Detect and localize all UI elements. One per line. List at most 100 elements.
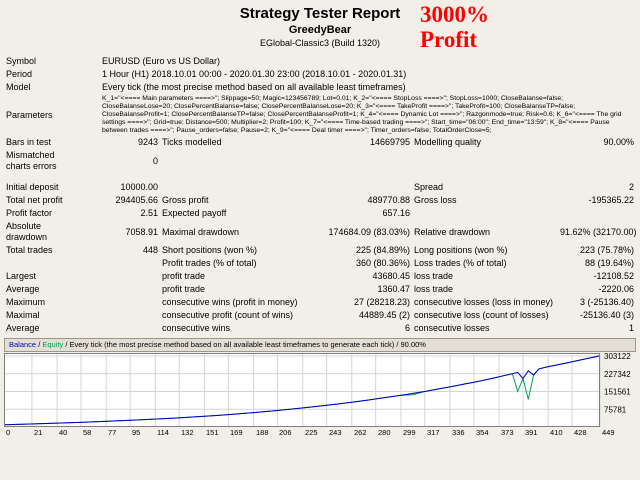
- x-tick-label: 132: [181, 428, 194, 437]
- report-cell-text: -2220.06: [598, 284, 634, 294]
- profit-badge: 3000% Profit: [420, 2, 489, 52]
- x-tick-label: 40: [59, 428, 68, 437]
- report-cell-text: profit trade: [162, 271, 206, 281]
- report-cell-text: -25136.40 (3): [579, 310, 634, 320]
- report-cell: 294405.66: [100, 194, 160, 207]
- report-table: Symbol EURUSD (Euro vs US Dollar) Period 1 …: [4, 55, 637, 335]
- report-cell-text: Bars in test: [6, 137, 52, 147]
- y-tick-label: 303122: [604, 353, 631, 361]
- page-title: Strategy Tester Report: [239, 5, 401, 22]
- report-cell-text: 1 Hour (H1) 2018.10.01 00:00 - 2020.01.3…: [102, 69, 407, 79]
- report-cell: Initial deposit: [4, 181, 100, 194]
- report-cell-text: Loss trades (% of total): [414, 258, 507, 268]
- report-cell: 7058.91: [100, 220, 160, 244]
- report-cell: Relative drawdown: [412, 220, 558, 244]
- report-cell: 489770.88: [320, 194, 412, 207]
- report-cell: Long positions (won %): [412, 244, 558, 257]
- report-cell-text: Parameters: [6, 109, 53, 120]
- profit-badge-word: Profit: [420, 27, 478, 52]
- x-tick-label: 354: [476, 428, 489, 437]
- table-row: Mismatched charts errors 0: [4, 149, 636, 173]
- empty-cell: [100, 309, 160, 322]
- x-tick-label: 0: [6, 428, 11, 437]
- report-cell: -25136.40 (3): [558, 309, 636, 322]
- empty-cell: [160, 181, 412, 194]
- report-cell: 90.00%: [558, 136, 636, 149]
- table-row: Initial deposit 10000.00 Spread 2: [4, 181, 636, 194]
- report-cell: EURUSD (Euro vs US Dollar): [100, 55, 636, 68]
- spacer-cell: [4, 173, 636, 181]
- report-cell-text: 1: [628, 323, 634, 333]
- empty-cell: [412, 207, 636, 220]
- report-cell: Gross profit: [160, 194, 320, 207]
- report-cell-text: 360 (80.36%): [355, 258, 410, 268]
- balance-legend: Balance: [9, 340, 37, 349]
- report-cell: 1360.47: [320, 283, 412, 296]
- plot-background: [4, 353, 600, 427]
- y-tick-label: 151561: [604, 388, 631, 397]
- empty-cell: [4, 257, 160, 270]
- table-row: Largest profit trade 43680.45 loss trade -12…: [4, 270, 636, 283]
- report-cell: Mismatched charts errors: [4, 149, 100, 173]
- x-tick-label: 262: [354, 428, 367, 437]
- report-cell-text: Expected payoff: [162, 208, 227, 218]
- report-cell: 10000.00: [100, 181, 160, 194]
- report-cell-text: Average: [6, 284, 40, 294]
- x-tick-label: 151: [206, 428, 219, 437]
- report-cell: Symbol: [4, 55, 100, 68]
- report-cell-text: 0: [152, 155, 158, 166]
- table-row: Average consecutive wins 6 consecutive loss…: [4, 322, 636, 335]
- table-row: Absolute drawdown 7058.91 Maximal drawdown…: [4, 220, 637, 244]
- report-cell: 9243: [100, 136, 160, 149]
- report-cell: Maximal: [4, 309, 100, 322]
- terminal-build: EGlobal-Classic3 (Build 1320): [259, 38, 381, 48]
- report-cell-text: 225 (84.89%): [355, 245, 410, 255]
- report-cell: 223 (75.78%): [558, 244, 636, 257]
- x-tick-label: 391: [525, 428, 538, 437]
- x-tick-label: 225: [305, 428, 318, 437]
- report-cell-text: 2: [628, 182, 634, 192]
- y-tick-label: 227342: [604, 370, 631, 379]
- report-cell: Parameters: [4, 94, 100, 136]
- report-cell: Absolute drawdown: [4, 220, 100, 244]
- report-cell: Modelling quality: [412, 136, 558, 149]
- table-row: [4, 173, 636, 181]
- report-cell-text: Modelling quality: [414, 137, 482, 147]
- report-cell: consecutive loss (count of losses): [412, 309, 558, 322]
- report-cell: 448: [100, 244, 160, 257]
- strategy-tester-report-page: Strategy Tester Report GreedyBear EGloba…: [4, 2, 637, 437]
- report-cell: Short positions (won %): [160, 244, 320, 257]
- report-cell-text: Total net profit: [6, 195, 63, 205]
- x-tick-label: 58: [83, 428, 92, 437]
- legend-separator: /: [63, 340, 70, 349]
- x-tick-label: 206: [279, 428, 292, 437]
- report-cell: 43680.45: [320, 270, 412, 283]
- x-tick-label: 410: [550, 428, 563, 437]
- report-cell-text: 14669795: [369, 137, 410, 147]
- x-tick-label: 188: [256, 428, 269, 437]
- x-tick-label: 21: [34, 428, 43, 437]
- empty-cell: [160, 149, 636, 173]
- report-cell: Model: [4, 81, 100, 94]
- y-tick-label: 75781: [604, 405, 627, 414]
- report-cell: Average: [4, 283, 100, 296]
- table-row: Maximum consecutive wins (profit in money…: [4, 296, 636, 309]
- x-tick-label: 280: [378, 428, 391, 437]
- report-cell-text: 10000.00: [120, 182, 158, 192]
- empty-cell: [100, 296, 160, 309]
- report-cell: 174684.09 (83.03%): [320, 220, 412, 244]
- report-cell-text: Average: [6, 323, 40, 333]
- x-tick-label: 169: [230, 428, 243, 437]
- x-tick-label: 336: [452, 428, 465, 437]
- report-cell-text: 90.00%: [603, 137, 634, 147]
- report-cell: -2220.06: [558, 283, 636, 296]
- report-cell-text: -12108.52: [593, 271, 634, 281]
- report-cell-text: 2.51: [140, 208, 158, 218]
- table-row: Profit trades (% of total) 360 (80.36%) Lo…: [4, 257, 636, 270]
- ea-name: GreedyBear: [288, 24, 352, 36]
- report-cell: Period: [4, 68, 100, 81]
- empty-cell: [100, 322, 160, 335]
- table-row: Bars in test 9243 Ticks modelled 14669795 Mo…: [4, 136, 636, 149]
- report-cell: 1 Hour (H1) 2018.10.01 00:00 - 2020.01.3…: [100, 68, 636, 81]
- x-tick-label: 77: [108, 428, 117, 437]
